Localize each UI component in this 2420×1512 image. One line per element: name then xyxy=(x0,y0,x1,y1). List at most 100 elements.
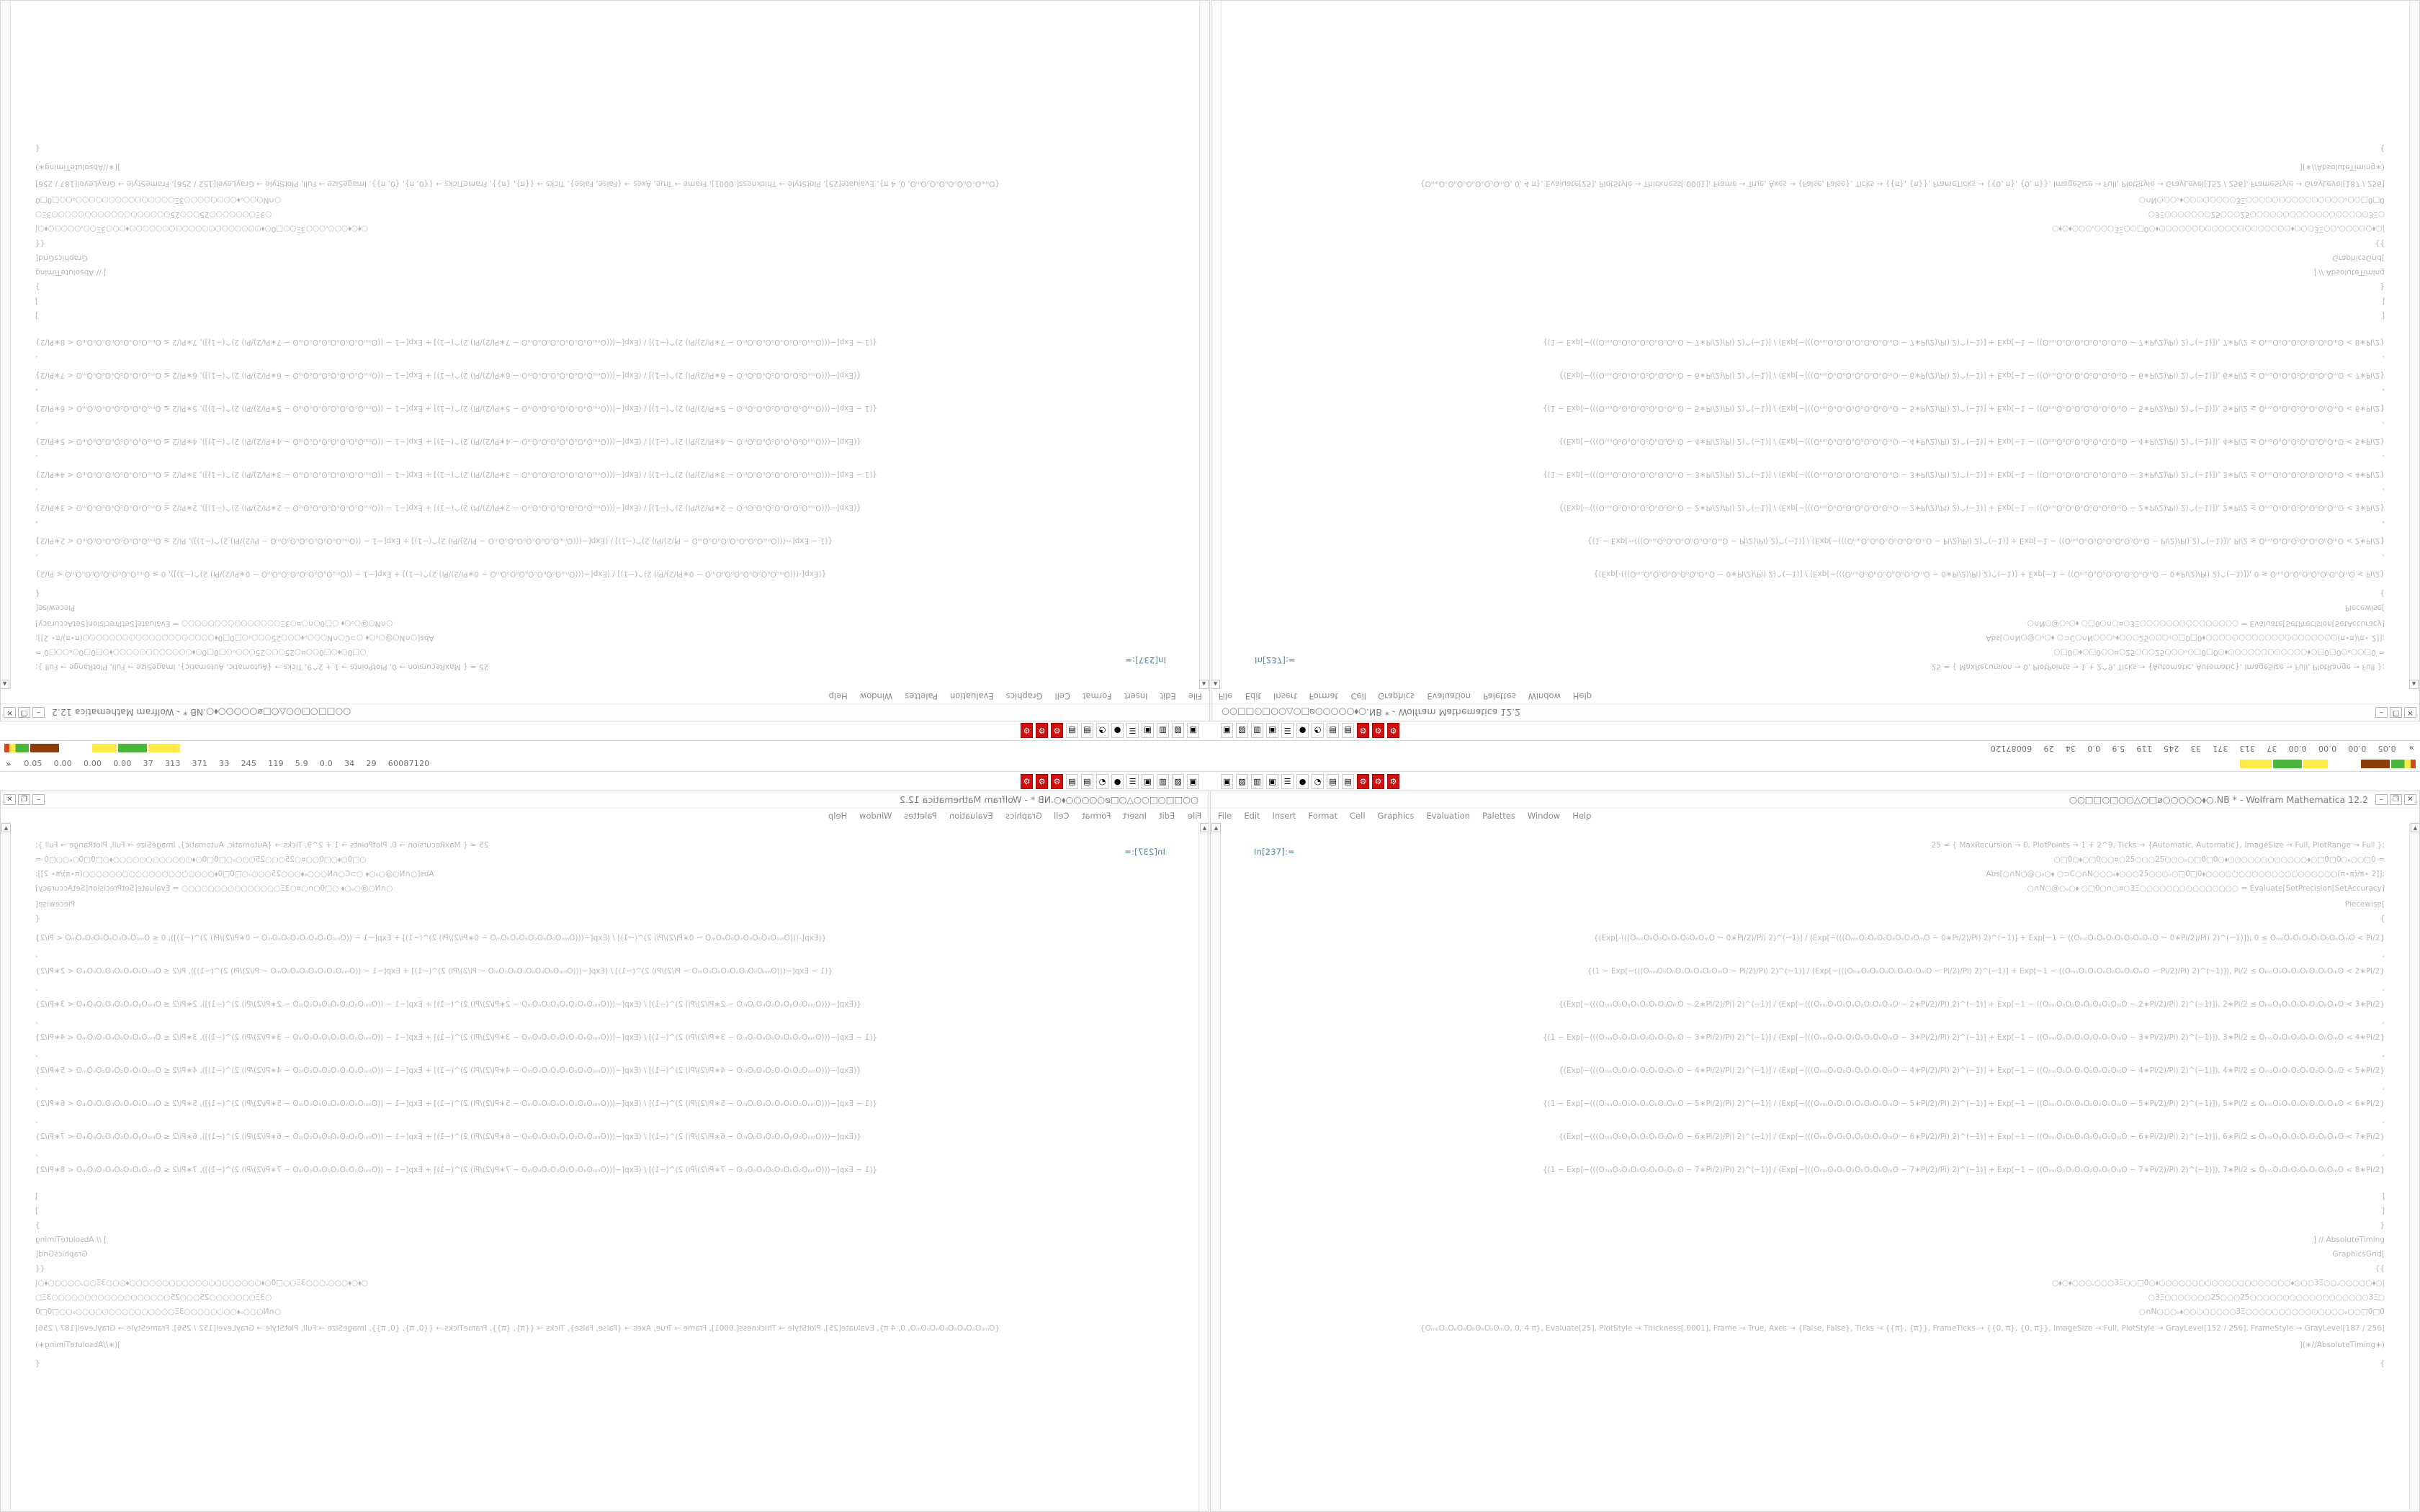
minimize-button[interactable]: – xyxy=(2375,707,2388,718)
scrollbar-right[interactable]: ▲ xyxy=(1198,822,1209,1511)
menu-item-file[interactable]: File xyxy=(1188,691,1202,702)
wolfram-kernel-icon[interactable]: ⚙ xyxy=(1051,773,1063,789)
monitor-icon[interactable]: ▣ xyxy=(1221,773,1233,789)
menu-item-evaluation[interactable]: Evaluation xyxy=(1426,810,1471,821)
minimize-button[interactable]: – xyxy=(2375,794,2388,805)
maximize-button[interactable]: ❐ xyxy=(18,794,30,805)
monitor-icon[interactable]: ▣ xyxy=(1187,723,1199,739)
wolfram-kernel-icon[interactable]: ⚙ xyxy=(1357,773,1369,789)
menu-item-format[interactable]: Format xyxy=(1308,810,1338,821)
calculator-icon[interactable]: ▤ xyxy=(1081,773,1093,789)
menu-item-edit[interactable]: Edit xyxy=(1245,691,1261,702)
menu-item-graphics[interactable]: Graphics xyxy=(1005,691,1043,702)
minimize-button[interactable]: – xyxy=(32,794,45,805)
close-button[interactable]: ✕ xyxy=(4,707,16,718)
menu-item-format[interactable]: Format xyxy=(1082,691,1112,702)
menu-item-cell[interactable]: Cell xyxy=(1350,691,1366,702)
calculator-icon[interactable]: ▤ xyxy=(1327,773,1339,789)
scroll-up-arrow[interactable]: ▲ xyxy=(2411,823,2419,832)
gimp-icon[interactable]: ◔ xyxy=(1096,773,1108,789)
menu-item-graphics[interactable]: Graphics xyxy=(1377,810,1415,821)
menu-item-file[interactable]: File xyxy=(1187,810,1201,821)
floppy-disk-icon[interactable]: ▥ xyxy=(1251,723,1263,739)
menu-item-edit[interactable]: Edit xyxy=(1159,810,1175,821)
menu-item-help[interactable]: Help xyxy=(828,691,848,702)
wolfram-kernel-icon[interactable]: ⚙ xyxy=(1021,773,1033,789)
notepad-icon[interactable]: ☰ xyxy=(1126,723,1139,739)
menu-item-cell[interactable]: Cell xyxy=(1054,810,1070,821)
monitor-icon[interactable]: ▣ xyxy=(1266,723,1278,739)
sysmon-chevron-icon[interactable]: » xyxy=(2408,743,2414,754)
gimp-icon[interactable]: ◔ xyxy=(1312,723,1324,739)
terminal-icon[interactable]: ▨ xyxy=(1172,773,1184,789)
calculator-icon[interactable]: ▤ xyxy=(1081,723,1093,739)
menu-item-window[interactable]: Window xyxy=(859,691,893,702)
scroll-up-arrow[interactable]: ▲ xyxy=(1211,680,1220,689)
menu-item-help[interactable]: Help xyxy=(828,810,847,821)
scroll-up-arrow[interactable]: ▲ xyxy=(2409,680,2419,689)
menu-item-graphics[interactable]: Graphics xyxy=(1378,691,1415,702)
scroll-up-arrow[interactable]: ▲ xyxy=(1211,823,1221,832)
wolfram-kernel-icon[interactable]: ⚙ xyxy=(1387,723,1399,739)
wolfram-kernel-icon[interactable]: ⚙ xyxy=(1387,773,1399,789)
scroll-up-arrow[interactable]: ▲ xyxy=(1,823,11,832)
monitor-icon[interactable]: ▣ xyxy=(1266,773,1278,789)
wolfram-kernel-icon[interactable]: ⚙ xyxy=(1372,773,1384,789)
menu-item-format[interactable]: Format xyxy=(1081,810,1111,821)
menu-item-help[interactable]: Help xyxy=(1573,691,1592,702)
minimize-button[interactable]: – xyxy=(32,707,45,718)
maximize-button[interactable]: ❐ xyxy=(2390,707,2402,718)
floppy-disk-icon[interactable]: ▥ xyxy=(1157,773,1169,789)
wolfram-kernel-icon[interactable]: ⚙ xyxy=(1021,723,1033,739)
notepad-icon[interactable]: ☰ xyxy=(1126,773,1139,789)
sysmon-chevron-icon[interactable]: » xyxy=(6,758,12,769)
wolfram-kernel-icon[interactable]: ⚙ xyxy=(1372,723,1384,739)
menu-item-cell[interactable]: Cell xyxy=(1350,810,1366,821)
scroll-up-arrow[interactable]: ▲ xyxy=(1200,823,1209,832)
menu-item-window[interactable]: Window xyxy=(1528,691,1561,702)
menu-item-format[interactable]: Format xyxy=(1309,691,1339,702)
gimp-icon[interactable]: ◔ xyxy=(1096,723,1108,739)
menu-item-palettes[interactable]: Palettes xyxy=(904,810,937,821)
menu-item-evaluation[interactable]: Evaluation xyxy=(949,810,993,821)
window-titlebar[interactable]: ○○□□○□○○△○□⌀○○○○○⬧○.NB * - Wolfram Mathe… xyxy=(1,703,1209,721)
scroll-up-arrow[interactable]: ▲ xyxy=(1,680,9,689)
maximize-button[interactable]: ❐ xyxy=(2390,794,2402,805)
scrollbar-left[interactable]: ▲ xyxy=(1199,1,1209,690)
firefox-icon[interactable]: ● xyxy=(1296,773,1309,789)
menu-item-file[interactable]: File xyxy=(1219,691,1233,702)
scrollbar-left[interactable]: ▲ xyxy=(2409,1,2419,690)
floppy-disk-icon[interactable]: ▥ xyxy=(1251,773,1263,789)
wolfram-kernel-icon[interactable]: ⚙ xyxy=(1051,723,1063,739)
notepad-icon[interactable]: ☰ xyxy=(1281,723,1294,739)
menu-item-palettes[interactable]: Palettes xyxy=(905,691,938,702)
gimp-icon[interactable]: ◔ xyxy=(1312,773,1324,789)
close-button[interactable]: ✕ xyxy=(2404,794,2416,805)
scrollbar-right[interactable]: ▲ xyxy=(1,1,11,690)
monitor-icon[interactable]: ▣ xyxy=(1142,723,1154,739)
window-titlebar[interactable]: ✕ ❐ – ○○□□○□○○△○□⌀○○○○○⬧○.NB * - Wolfram Ma… xyxy=(1,791,1209,809)
menu-item-window[interactable]: Window xyxy=(859,810,892,821)
close-button[interactable]: ✕ xyxy=(2404,707,2416,718)
menu-item-palettes[interactable]: Palettes xyxy=(1482,810,1515,821)
wolfram-kernel-icon[interactable]: ⚙ xyxy=(1036,723,1048,739)
window-titlebar[interactable]: ○○□□○□○○△○□⌀○○○○○⬧○.NB * - Wolfram Mathe… xyxy=(1211,791,2419,809)
menu-item-evaluation[interactable]: Evaluation xyxy=(1427,691,1471,702)
terminal-icon[interactable]: ▨ xyxy=(1236,773,1248,789)
notepad-icon[interactable]: ☰ xyxy=(1281,773,1294,789)
firefox-icon[interactable]: ● xyxy=(1111,773,1124,789)
menu-item-graphics[interactable]: Graphics xyxy=(1005,810,1042,821)
monitor-icon[interactable]: ▣ xyxy=(1221,723,1233,739)
calculator-icon[interactable]: ▤ xyxy=(1066,723,1078,739)
calculator-icon[interactable]: ▤ xyxy=(1066,773,1078,789)
maximize-button[interactable]: ❐ xyxy=(18,707,30,718)
monitor-icon[interactable]: ▣ xyxy=(1142,773,1154,789)
menu-item-edit[interactable]: Edit xyxy=(1244,810,1260,821)
calculator-icon[interactable]: ▤ xyxy=(1342,723,1354,739)
scrollbar-right[interactable]: ▲ xyxy=(1211,1,1222,690)
firefox-icon[interactable]: ● xyxy=(1111,723,1124,739)
close-button[interactable]: ✕ xyxy=(4,794,16,805)
window-titlebar[interactable]: ✕ ❐ – ○○□□○□○○△○□⌀○○○○○⬧○.NB * - Wolfram Ma… xyxy=(1211,703,2419,721)
menu-item-insert[interactable]: Insert xyxy=(1124,691,1148,702)
menu-item-insert[interactable]: Insert xyxy=(1123,810,1147,821)
